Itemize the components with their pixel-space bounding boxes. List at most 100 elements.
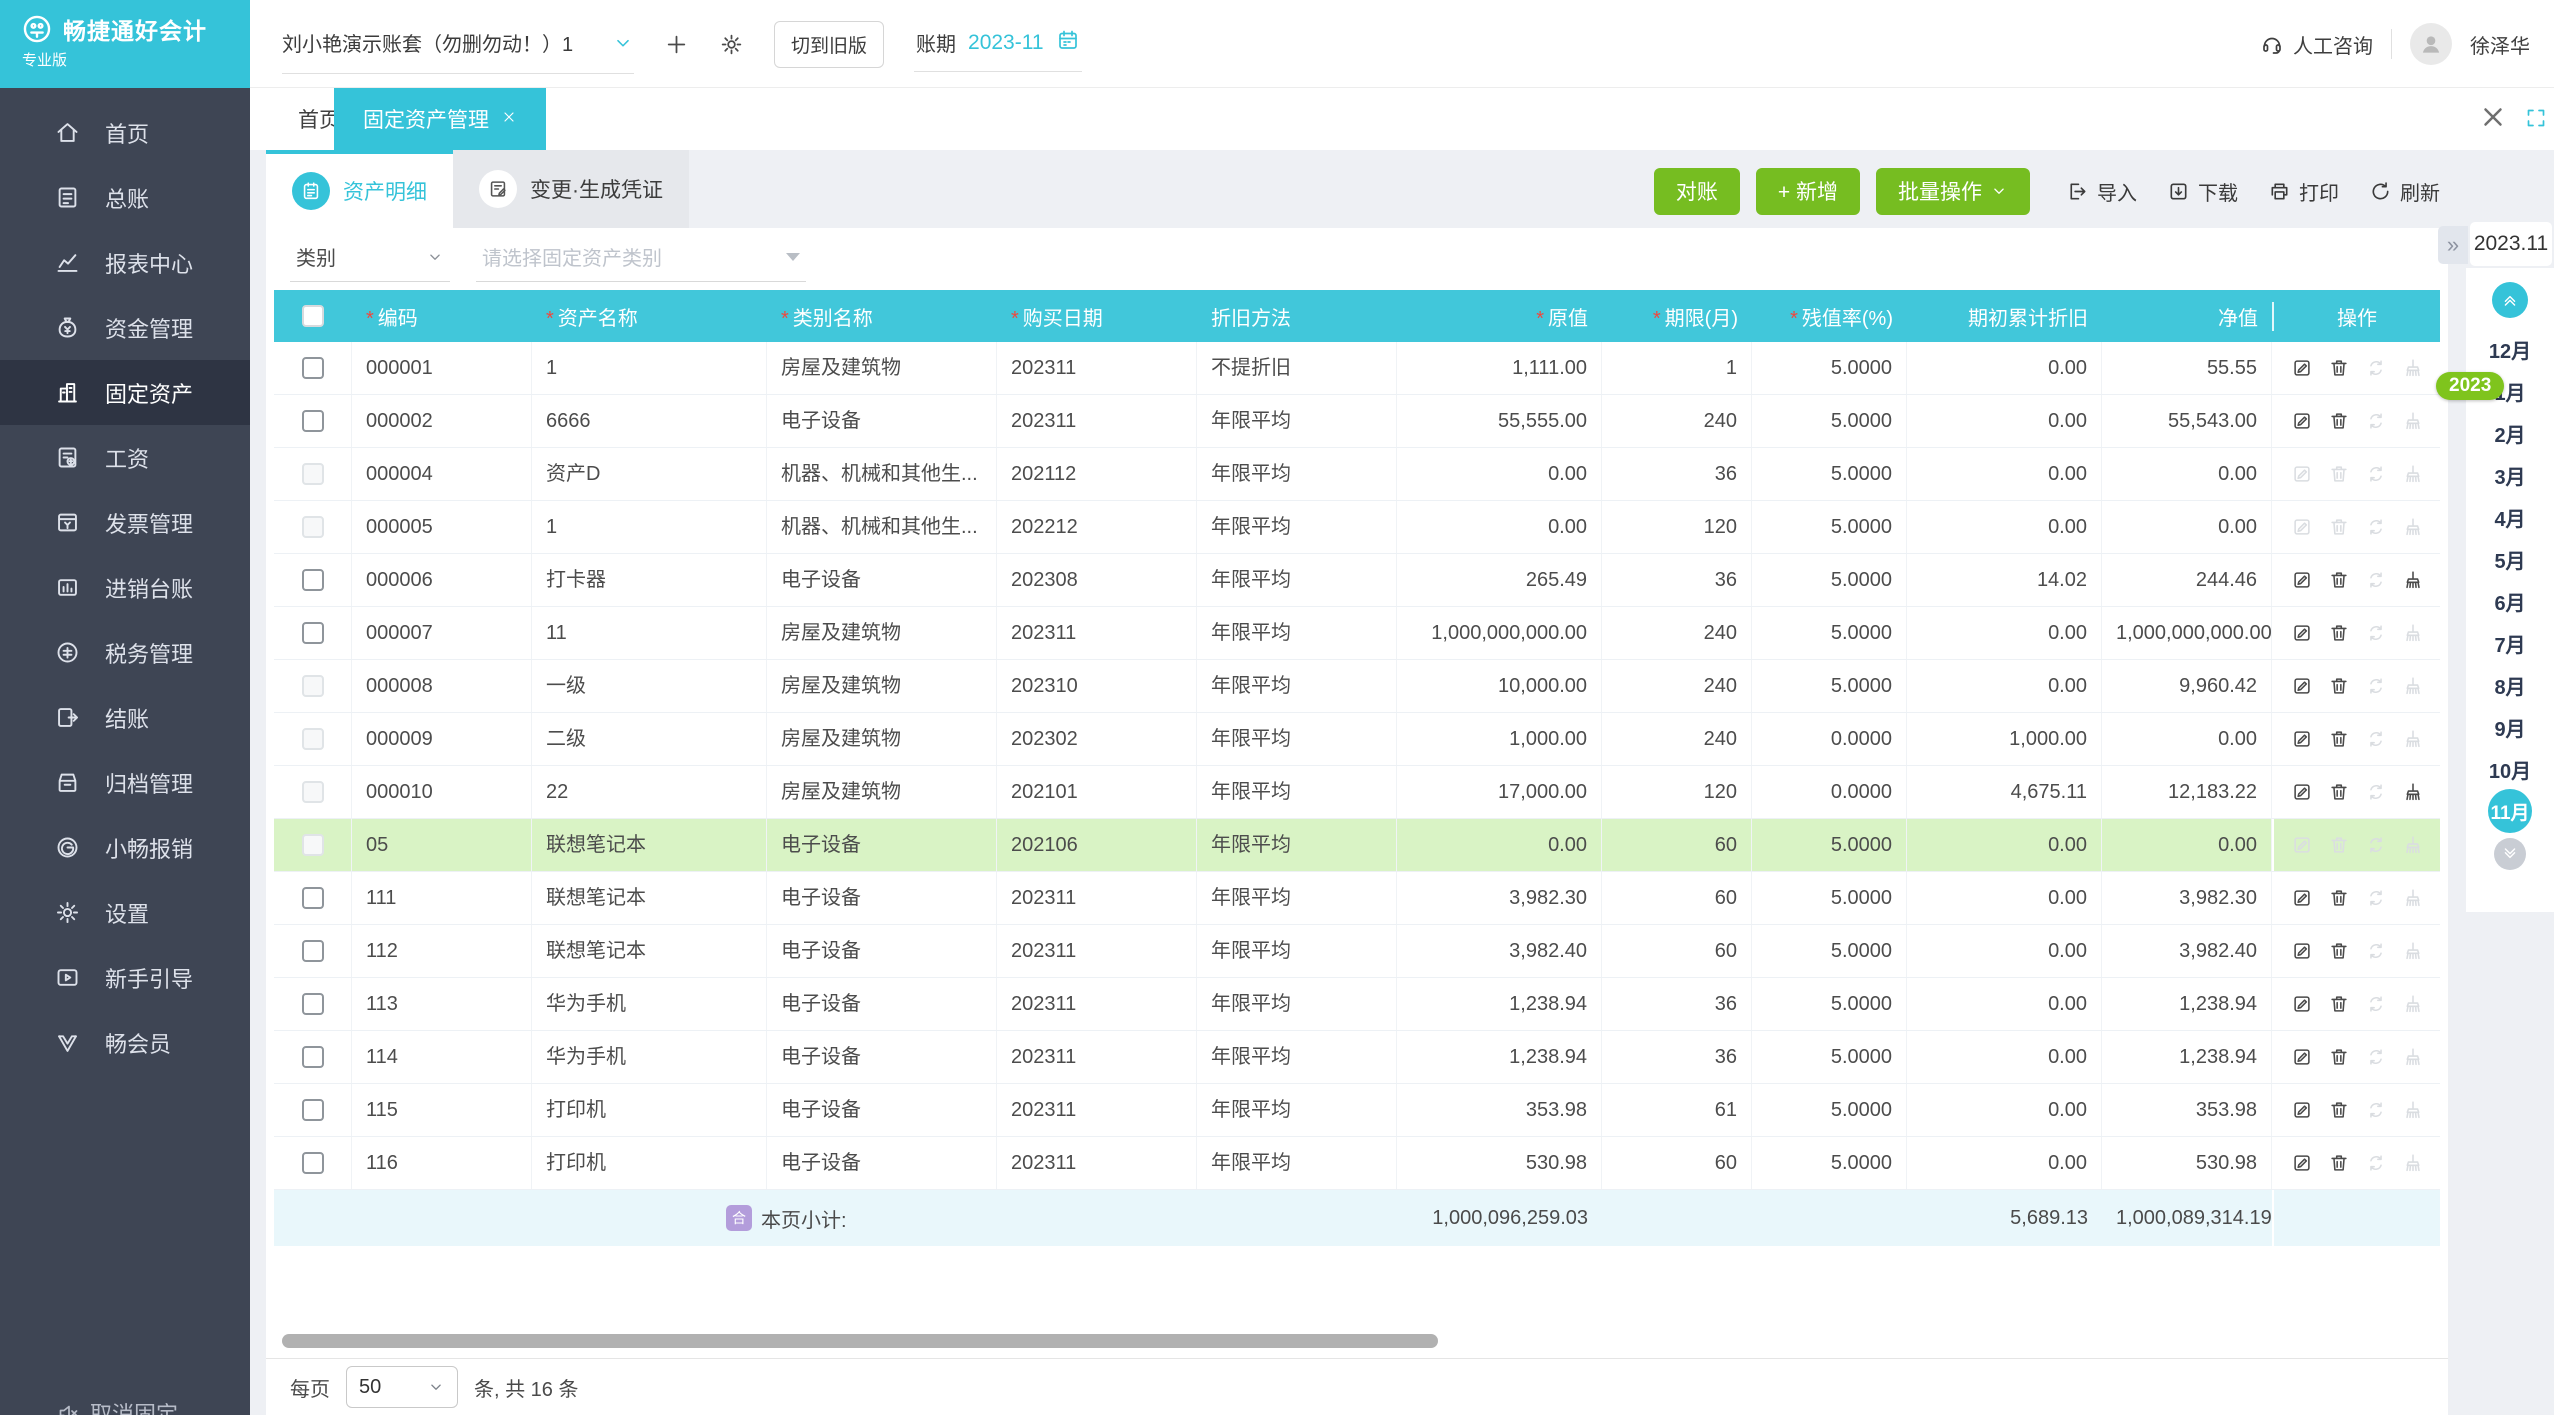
filter-category-select[interactable]: 类别 — [290, 236, 450, 282]
brush-button[interactable] — [2402, 781, 2424, 803]
table-row[interactable]: 000010 22 房屋及建筑物 202101 年限平均 17,000.00 120 0.00… — [274, 766, 2440, 819]
edit-button[interactable] — [2291, 410, 2313, 432]
per-page-select[interactable]: 50 — [346, 1366, 458, 1408]
table-row[interactable]: 112 联想笔记本 电子设备 202311 年限平均 3,982.40 60 5.0000 0.… — [274, 925, 2440, 978]
batch-button[interactable]: 批量操作 — [1876, 167, 2030, 215]
table-row[interactable]: 000007 11 房屋及建筑物 202311 年限平均 1,000,000,000.00… — [274, 607, 2440, 660]
edit-button[interactable] — [2291, 569, 2313, 591]
support-button[interactable]: 人工咨询 — [2260, 30, 2373, 59]
sidebar-item-newbie-guide[interactable]: 新手引导 — [0, 945, 250, 1010]
delete-button[interactable] — [2328, 1046, 2350, 1068]
edit-button[interactable] — [2291, 622, 2313, 644]
sidebar-unpin[interactable]: 取消固定 — [56, 1397, 178, 1415]
month-item[interactable]: 5月 — [2494, 550, 2526, 573]
sidebar-item-invoice-mgmt[interactable]: 发票管理 — [0, 490, 250, 555]
table-row[interactable]: 000008 一级 房屋及建筑物 202310 年限平均 10,000.00 240 5.00… — [274, 660, 2440, 713]
delete-button[interactable] — [2328, 993, 2350, 1015]
add-button[interactable]: + 新增 — [1755, 167, 1860, 215]
fullscreen-button[interactable] — [2524, 106, 2548, 135]
table-row[interactable]: 113 华为手机 电子设备 202311 年限平均 1,238.94 36 5.0000 0.0… — [274, 978, 2440, 1031]
month-item[interactable]: 10月 — [2488, 760, 2532, 783]
row-checkbox[interactable] — [301, 1099, 324, 1121]
download-button[interactable]: 下载 — [2167, 177, 2238, 206]
table-row[interactable]: 05 联想笔记本 电子设备 202106 年限平均 0.00 60 5.0000 0.00 0.0… — [274, 819, 2440, 872]
month-item[interactable]: 3月 — [2494, 466, 2526, 489]
calendar-scroll-up-button[interactable] — [2492, 282, 2528, 318]
delete-button[interactable] — [2328, 728, 2350, 750]
month-item[interactable]: 6月 — [2494, 592, 2526, 615]
brush-button[interactable] — [2402, 569, 2424, 591]
content-close-button[interactable] — [2478, 102, 2508, 137]
delete-button[interactable] — [2328, 940, 2350, 962]
period-calendar-button[interactable] — [1056, 28, 1080, 57]
sidebar-item-member[interactable]: 畅会员 — [0, 1010, 250, 1075]
tab-fixed-asset-mgmt[interactable]: 固定资产管理 — [334, 88, 546, 150]
tab-close-icon[interactable] — [501, 107, 517, 131]
table-row[interactable]: 000001 1 房屋及建筑物 202311 不提折旧 1,111.00 1 5.0000 0.… — [274, 342, 2440, 395]
month-item[interactable]: 7月 — [2494, 634, 2526, 657]
delete-button[interactable] — [2328, 622, 2350, 644]
row-checkbox[interactable] — [301, 357, 324, 379]
table-row[interactable]: 000006 打卡器 电子设备 202308 年限平均 265.49 36 5.0000 14.… — [274, 554, 2440, 607]
edit-button[interactable] — [2291, 357, 2313, 379]
sidebar-item-report-center[interactable]: 报表中心 — [0, 230, 250, 295]
table-row[interactable]: 111 联想笔记本 电子设备 202311 年限平均 3,982.30 60 5.0000 0.… — [274, 872, 2440, 925]
table-row[interactable]: 000004 资产D 机器、机械和其他生... 202112 年限平均 0.00 36 5.0… — [274, 448, 2440, 501]
delete-button[interactable] — [2328, 569, 2350, 591]
delete-button[interactable] — [2328, 781, 2350, 803]
row-checkbox[interactable] — [301, 993, 324, 1015]
calendar-collapse-handle[interactable]: » — [2438, 226, 2468, 264]
horizontal-scrollbar-thumb[interactable] — [282, 1334, 1438, 1348]
table-row[interactable]: 115 打印机 电子设备 202311 年限平均 353.98 61 5.0000 0.00 35… — [274, 1084, 2440, 1137]
edit-button[interactable] — [2291, 781, 2313, 803]
row-checkbox[interactable] — [301, 940, 324, 962]
row-checkbox[interactable] — [301, 1152, 324, 1174]
sidebar-item-tax-mgmt[interactable]: 税务管理 — [0, 620, 250, 685]
delete-button[interactable] — [2328, 410, 2350, 432]
table-row[interactable]: 000005 1 机器、机械和其他生... 202212 年限平均 0.00 120 5.00… — [274, 501, 2440, 554]
month-item[interactable]: 11月 — [2466, 789, 2554, 833]
reconcile-button[interactable]: 对账 — [1653, 167, 1740, 215]
sidebar-item-closing[interactable]: 结账 — [0, 685, 250, 750]
avatar[interactable] — [2410, 23, 2452, 65]
row-checkbox[interactable] — [301, 410, 324, 432]
sidebar-item-settings[interactable]: 设置 — [0, 880, 250, 945]
sidebar-item-fixed-assets[interactable]: 固定资产 — [0, 360, 250, 425]
calendar-scroll-down-button[interactable] — [2494, 838, 2526, 870]
row-checkbox[interactable] — [301, 887, 324, 909]
edit-button[interactable] — [2291, 1099, 2313, 1121]
table-row[interactable]: 000009 二级 房屋及建筑物 202302 年限平均 1,000.00 240 0.000… — [274, 713, 2440, 766]
refresh-button[interactable]: 刷新 — [2369, 177, 2440, 206]
filter-asset-type-select[interactable]: 请选择固定资产类别 — [476, 236, 806, 282]
delete-button[interactable] — [2328, 887, 2350, 909]
delete-button[interactable] — [2328, 675, 2350, 697]
month-item[interactable]: 12月 — [2488, 340, 2532, 363]
edit-button[interactable] — [2291, 993, 2313, 1015]
import-button[interactable]: 导入 — [2066, 177, 2137, 206]
sidebar-item-payroll[interactable]: 工资 — [0, 425, 250, 490]
table-row[interactable]: 114 华为手机 电子设备 202311 年限平均 1,238.94 36 5.0000 0.0… — [274, 1031, 2440, 1084]
subtab-change-voucher[interactable]: 变更·生成凭证 — [453, 150, 689, 228]
edit-button[interactable] — [2291, 675, 2313, 697]
sidebar-item-home[interactable]: 首页 — [0, 100, 250, 165]
edit-button[interactable] — [2291, 1152, 2313, 1174]
delete-button[interactable] — [2328, 1099, 2350, 1121]
edit-button[interactable] — [2291, 728, 2313, 750]
table-row[interactable]: 000002 6666 电子设备 202311 年限平均 55,555.00 240 5.00… — [274, 395, 2440, 448]
edit-button[interactable] — [2291, 940, 2313, 962]
add-account-button[interactable] — [664, 32, 689, 57]
tab-home[interactable]: 首页 — [298, 109, 340, 132]
delete-button[interactable] — [2328, 357, 2350, 379]
month-item[interactable]: 4月 — [2494, 508, 2526, 531]
sidebar-item-reimburse[interactable]: 小畅报销 — [0, 815, 250, 880]
sidebar-item-general-ledger[interactable]: 总账 — [0, 165, 250, 230]
month-item[interactable]: 2月 — [2494, 424, 2526, 447]
print-button[interactable]: 打印 — [2268, 177, 2339, 206]
edit-button[interactable] — [2291, 1046, 2313, 1068]
account-selector[interactable]: 刘小艳演示账套（勿删勿动！）1 — [282, 28, 634, 74]
sidebar-item-funds[interactable]: 资金管理 — [0, 295, 250, 360]
row-checkbox[interactable] — [301, 569, 324, 591]
sidebar-item-archive-mgmt[interactable]: 归档管理 — [0, 750, 250, 815]
select-all-checkbox[interactable] — [302, 305, 324, 327]
table-row[interactable]: 116 打印机 电子设备 202311 年限平均 530.98 60 5.0000 0.00 53… — [274, 1137, 2440, 1190]
